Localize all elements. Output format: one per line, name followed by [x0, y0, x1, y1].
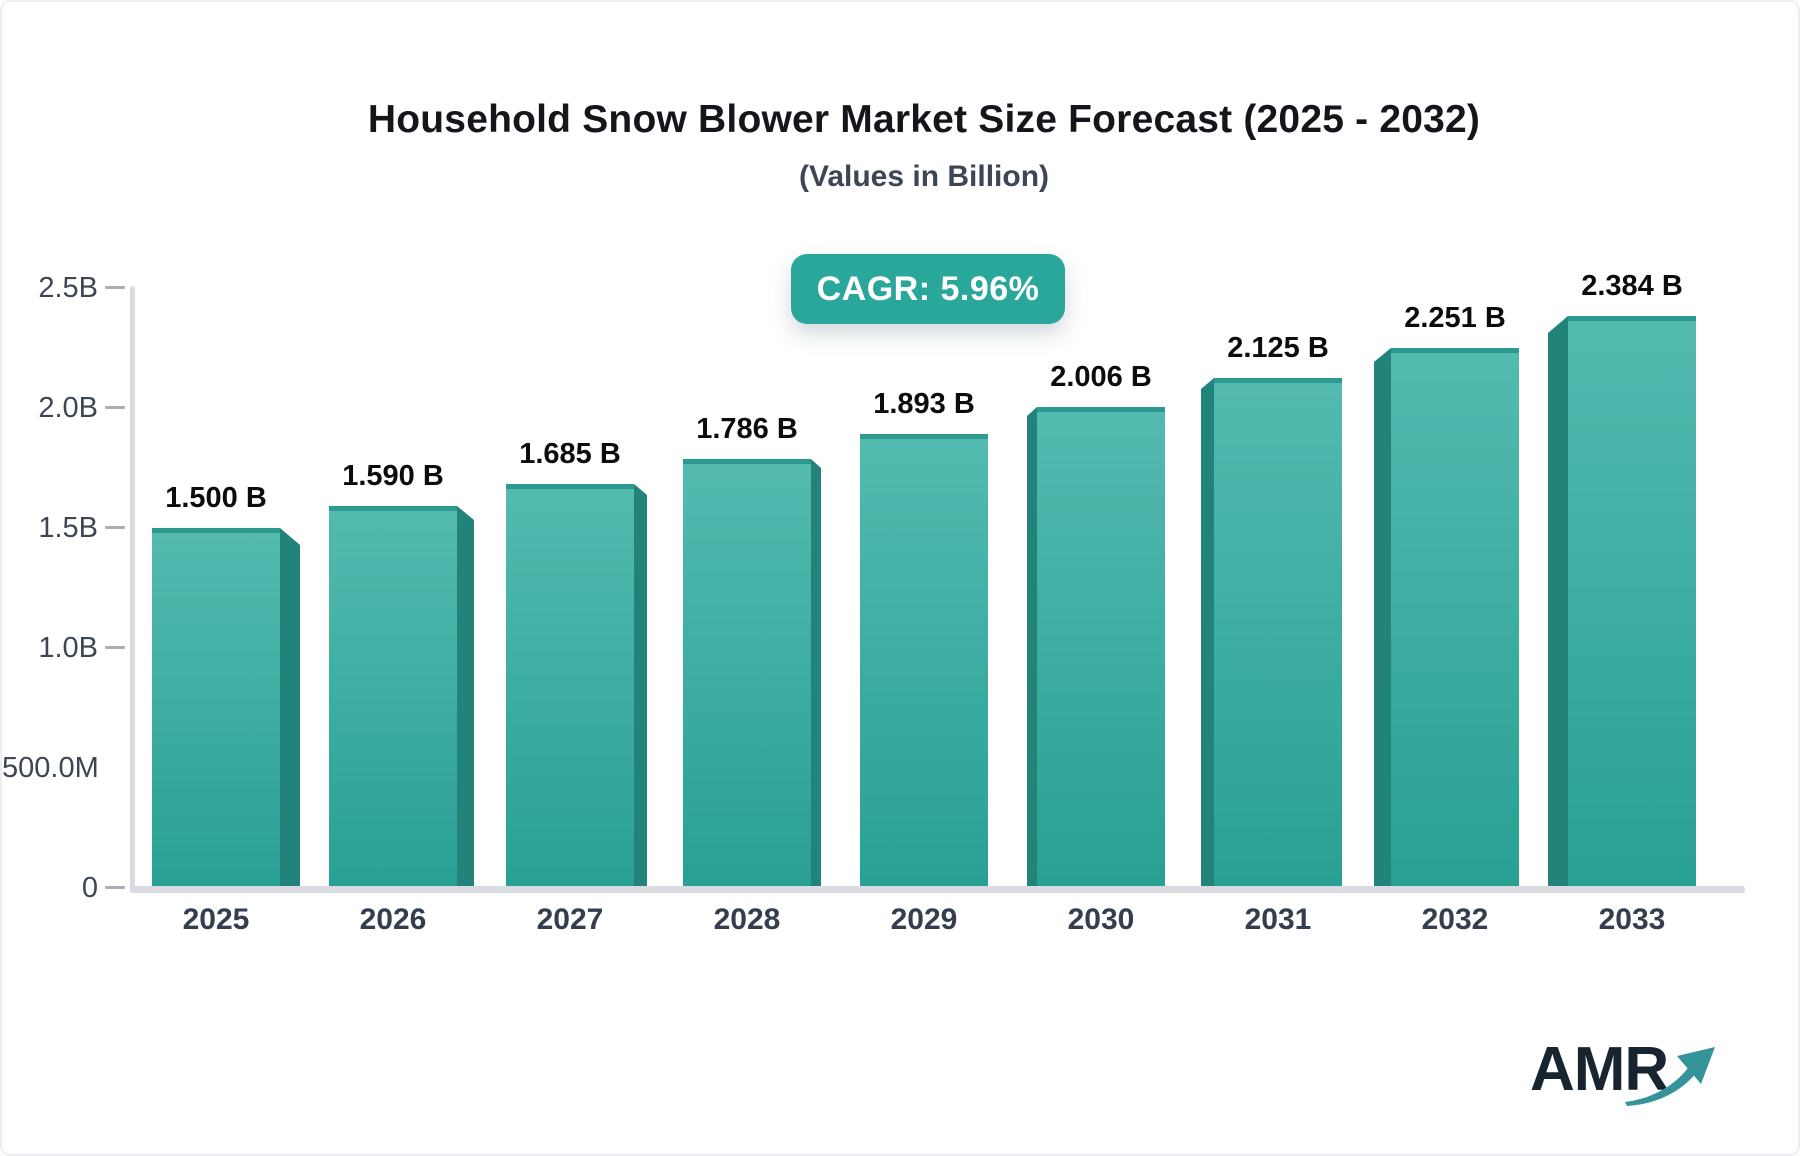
bar-2025 — [152, 528, 280, 888]
bar-value-label: 1.786 B — [696, 413, 798, 445]
bar-2033 — [1568, 316, 1696, 888]
growth-arrow-icon — [1625, 1047, 1715, 1106]
x-tick-label: 2030 — [1067, 903, 1135, 936]
chart-subtitle: (Values in Billion) — [798, 160, 1050, 193]
y-tick-dash — [105, 646, 125, 649]
amr-logo: AMR — [1530, 1034, 1750, 1124]
y-tick-label: 1.5B — [38, 512, 98, 544]
bar-side-2025 — [280, 528, 300, 888]
y-tick-label: 2.5B — [38, 272, 98, 304]
x-tick-label: 2026 — [359, 903, 427, 936]
bar-side-2027 — [634, 484, 647, 888]
amr-logo-text: AMR — [1530, 1035, 1669, 1104]
bar-2030 — [1037, 407, 1165, 888]
chart-title: Household Snow Blower Market Size Foreca… — [367, 98, 1481, 141]
y-tick-label: 500.0M — [2, 752, 99, 784]
x-tick-label: 2029 — [890, 903, 958, 936]
y-tick-label: 0 — [81, 872, 98, 904]
x-tick-label: 2028 — [713, 903, 781, 936]
bar-value-label: 2.384 B — [1581, 270, 1683, 302]
y-tick-dash — [105, 406, 125, 409]
chart-header: Household Snow Blower Market Size Foreca… — [24, 98, 1800, 194]
y-tick-label: 1.0B — [38, 632, 98, 664]
bar-2032 — [1391, 348, 1519, 888]
bar-side-2032 — [1374, 348, 1391, 888]
bar-value-label: 2.125 B — [1227, 332, 1329, 364]
bar-value-label: 1.590 B — [342, 460, 444, 492]
bar-2027 — [506, 484, 634, 888]
bar-2031 — [1214, 378, 1342, 888]
y-axis-line — [130, 286, 135, 893]
x-tick-label: 2027 — [536, 903, 604, 936]
x-tick-label: 2031 — [1244, 903, 1312, 936]
bar-value-label: 2.006 B — [1050, 361, 1152, 393]
x-axis-line — [130, 886, 1745, 893]
y-tick-dash — [105, 886, 125, 889]
bar-side-2026 — [457, 506, 474, 888]
bar-2026 — [329, 506, 457, 888]
x-tick-label: 2025 — [182, 903, 250, 936]
bar-2028 — [683, 459, 811, 888]
y-tick-label: 2.0B — [38, 392, 98, 424]
bar-side-2028 — [811, 459, 821, 888]
x-tick-label: 2032 — [1421, 903, 1489, 936]
x-tick-label: 2033 — [1598, 903, 1666, 936]
bar-value-label: 1.500 B — [165, 482, 267, 514]
bar-side-2033 — [1548, 316, 1568, 888]
y-tick-dash — [105, 526, 125, 529]
cagr-badge-label: CAGR: 5.96% — [816, 269, 1040, 308]
bar-value-label: 1.685 B — [519, 438, 621, 470]
bar-value-label: 1.893 B — [873, 388, 975, 420]
bar-value-label: 2.251 B — [1404, 302, 1506, 334]
bar-side-2030 — [1027, 407, 1037, 888]
bar-side-2031 — [1201, 378, 1214, 888]
cagr-badge: CAGR: 5.96% — [791, 254, 1065, 324]
y-tick-dash — [105, 286, 125, 289]
bar-2029 — [860, 434, 988, 888]
